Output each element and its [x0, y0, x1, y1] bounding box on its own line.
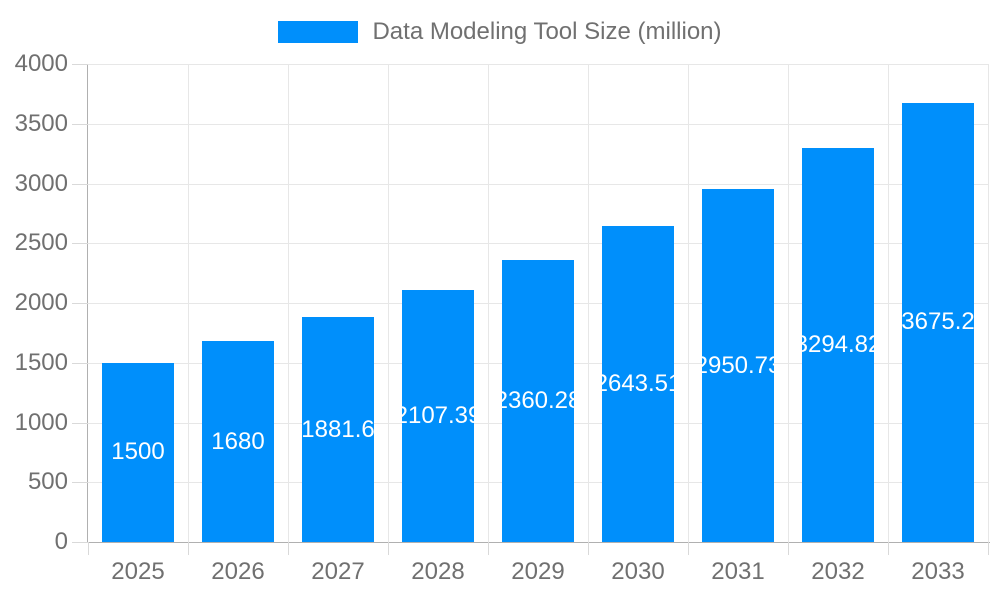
h-gridline — [88, 183, 988, 185]
x-tick — [988, 542, 989, 555]
bar-value-label: 3675.2 — [902, 308, 974, 336]
legend-label: Data Modeling Tool Size (million) — [372, 18, 722, 45]
legend-item[interactable]: Data Modeling Tool Size (million) — [0, 18, 1000, 45]
x-axis-line — [87, 542, 990, 543]
v-gridline — [888, 64, 889, 542]
x-tick — [788, 542, 789, 555]
bar[interactable]: 3675.2 — [902, 102, 974, 542]
x-tick — [188, 542, 189, 555]
h-gridline — [88, 243, 988, 245]
y-axis-label: 3000 — [14, 169, 68, 197]
y-axis-label: 1000 — [14, 408, 68, 436]
v-gridline — [788, 64, 789, 542]
bar[interactable]: 1680 — [202, 341, 274, 542]
y-tick — [72, 243, 88, 245]
v-gridline — [588, 64, 589, 542]
y-tick — [72, 422, 88, 424]
x-axis-label: 2029 — [511, 558, 565, 585]
y-axis-label: 4000 — [14, 50, 68, 77]
y-axis-label: 500 — [27, 468, 68, 496]
y-tick — [72, 362, 88, 364]
y-axis-label: 2500 — [14, 229, 68, 257]
x-tick — [288, 542, 289, 555]
bar[interactable]: 1881.6 — [302, 317, 374, 542]
bar[interactable]: 2950.73 — [702, 189, 774, 542]
bar-value-label: 2107.39 — [402, 402, 474, 430]
y-tick — [72, 542, 88, 543]
x-axis-label: 2031 — [711, 558, 765, 585]
v-gridline — [188, 64, 189, 542]
x-tick — [688, 542, 689, 555]
x-tick — [388, 542, 389, 555]
bar-value-label: 1881.6 — [302, 415, 374, 443]
bar-value-label: 2360.28 — [502, 386, 574, 414]
x-axis-label: 2033 — [911, 558, 965, 585]
y-tick — [72, 183, 88, 185]
y-axis-label: 0 — [54, 528, 68, 555]
y-axis-label: 2000 — [14, 289, 68, 316]
v-gridline — [988, 64, 989, 542]
bar-value-label: 2950.73 — [702, 351, 774, 379]
x-axis-label: 2030 — [611, 558, 665, 585]
bar[interactable]: 2360.28 — [502, 259, 574, 542]
x-axis-label: 2027 — [311, 558, 365, 585]
x-tick — [88, 542, 89, 555]
y-tick — [72, 482, 88, 484]
legend-swatch — [278, 21, 359, 43]
h-gridline — [88, 123, 988, 125]
x-axis-label: 2032 — [811, 558, 865, 585]
bar[interactable]: 1500 — [102, 362, 174, 542]
v-gridline — [388, 64, 389, 542]
bar-value-label: 1680 — [211, 427, 265, 455]
bar-value-label: 3294.82 — [802, 331, 874, 359]
y-axis-label: 3500 — [14, 109, 68, 137]
y-tick — [72, 303, 88, 304]
y-tick — [72, 123, 88, 125]
bar-value-label: 1500 — [111, 438, 165, 466]
x-axis-label: 2025 — [111, 558, 165, 585]
h-gridline — [88, 64, 988, 65]
y-tick — [72, 64, 88, 65]
x-axis-label: 2026 — [211, 558, 265, 585]
x-tick — [888, 542, 889, 555]
x-axis-label: 2028 — [411, 558, 465, 585]
v-gridline — [288, 64, 289, 542]
bar[interactable]: 3294.82 — [802, 148, 874, 542]
x-tick — [488, 542, 489, 555]
y-axis-label: 1500 — [14, 348, 68, 376]
bar[interactable]: 2107.39 — [402, 290, 474, 542]
x-tick — [588, 542, 589, 555]
v-gridline — [688, 64, 689, 542]
v-gridline — [488, 64, 489, 542]
